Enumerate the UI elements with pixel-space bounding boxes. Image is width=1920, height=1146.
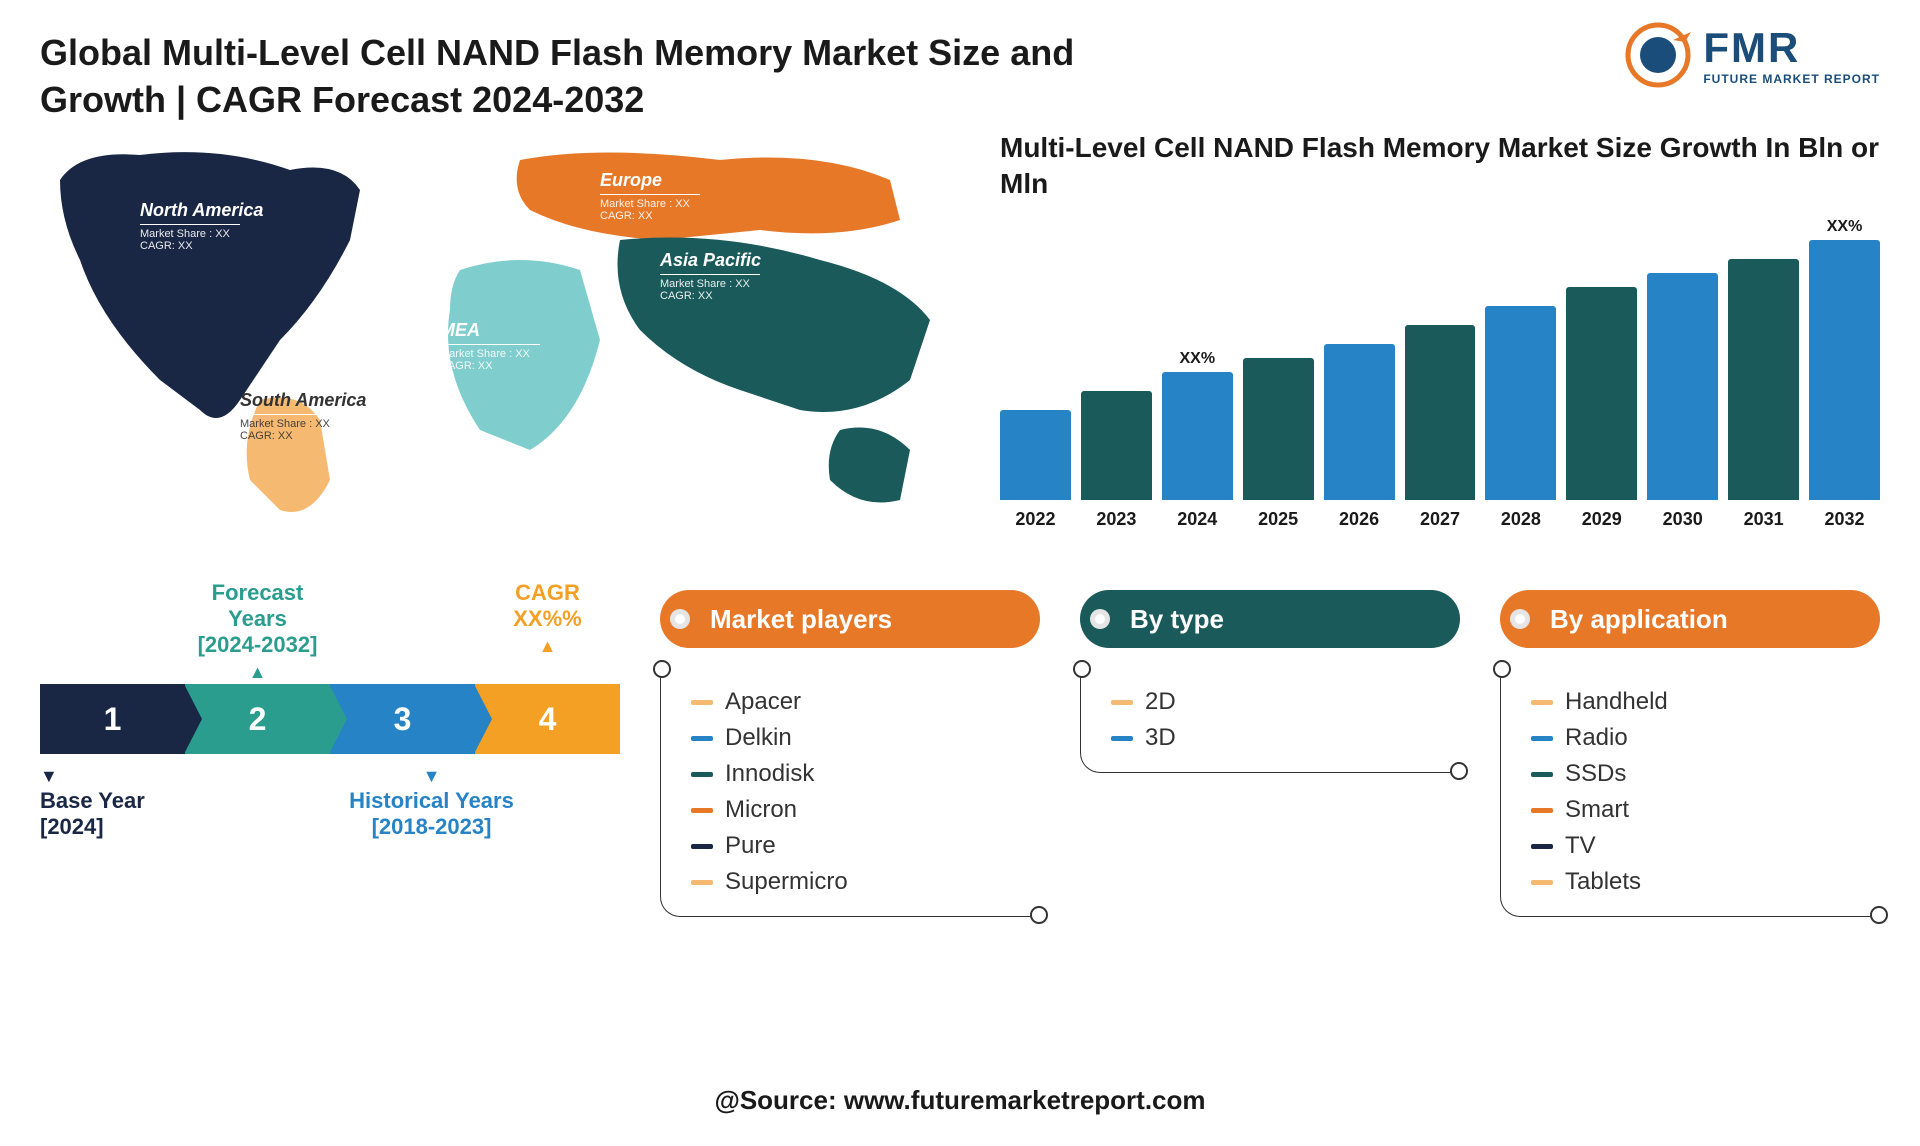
timeline: Forecast Years [2024-2032] ▲ CAGR XX%% ▲… bbox=[40, 580, 620, 840]
bar-2029: 2029 bbox=[1566, 287, 1637, 500]
arrow-up-icon: ▲ bbox=[249, 662, 267, 682]
dash-icon bbox=[1531, 736, 1553, 741]
bar-2026: 2026 bbox=[1324, 344, 1395, 500]
bar-2022: 2022 bbox=[1000, 410, 1071, 500]
section-pill: By application bbox=[1500, 590, 1880, 648]
dash-icon bbox=[691, 844, 713, 849]
dash-icon bbox=[1531, 880, 1553, 885]
bar-2030: 2030 bbox=[1647, 273, 1718, 500]
section-by-application: By application HandheldRadioSSDsSmartTVT… bbox=[1500, 590, 1880, 917]
cagr-value: XX%% bbox=[513, 606, 581, 631]
list-item: SSDs bbox=[1531, 756, 1860, 792]
bar-2031: 2031 bbox=[1728, 259, 1799, 500]
dash-icon bbox=[691, 772, 713, 777]
arrow-up-icon: ▲ bbox=[539, 636, 557, 656]
list-item: Pure bbox=[691, 828, 1020, 864]
list-item: Handheld bbox=[1531, 684, 1860, 720]
arrow-down-icon: ▼ bbox=[40, 766, 58, 786]
page-title: Global Multi-Level Cell NAND Flash Memor… bbox=[40, 30, 1140, 124]
base-year-label: Base Year bbox=[40, 788, 145, 813]
section-title: By application bbox=[1550, 604, 1728, 635]
bar-2032: XX%2032 bbox=[1809, 218, 1880, 500]
list-item: TV bbox=[1531, 828, 1860, 864]
pill-dot-icon bbox=[670, 609, 690, 629]
section-by-type: By type 2D3D bbox=[1080, 590, 1460, 773]
section-title: Market players bbox=[710, 604, 892, 635]
region-north-america: North AmericaMarket Share : XXCAGR: XX bbox=[140, 200, 263, 252]
region-mea: MEAMarket Share : XXCAGR: XX bbox=[440, 320, 540, 372]
logo-subtitle: FUTURE MARKET REPORT bbox=[1703, 72, 1880, 86]
region-south-america: South AmericaMarket Share : XXCAGR: XX bbox=[240, 390, 366, 442]
dash-icon bbox=[1111, 736, 1133, 741]
pill-dot-icon bbox=[1090, 609, 1110, 629]
timeline-segment-4: 4 bbox=[475, 684, 620, 754]
timeline-bar: 1234 bbox=[40, 684, 620, 754]
dash-icon bbox=[691, 700, 713, 705]
list-item: Smart bbox=[1531, 792, 1860, 828]
list-item: Delkin bbox=[691, 720, 1020, 756]
forecast-label: Forecast Years bbox=[212, 580, 304, 631]
list-item: 3D bbox=[1111, 720, 1440, 756]
chart-title: Multi-Level Cell NAND Flash Memory Marke… bbox=[1000, 130, 1880, 203]
bar-2023: 2023 bbox=[1081, 391, 1152, 500]
historical-range: [2018-2023] bbox=[372, 814, 492, 839]
section-pill: By type bbox=[1080, 590, 1460, 648]
dash-icon bbox=[1531, 700, 1553, 705]
dash-icon bbox=[1531, 808, 1553, 813]
list-item: 2D bbox=[1111, 684, 1440, 720]
section-list: HandheldRadioSSDsSmartTVTablets bbox=[1500, 668, 1880, 917]
timeline-segment-2: 2 bbox=[185, 684, 330, 754]
fmr-logo: FMR FUTURE MARKET REPORT bbox=[1623, 20, 1880, 90]
dash-icon bbox=[1531, 844, 1553, 849]
historical-label: Historical Years bbox=[349, 788, 514, 813]
dash-icon bbox=[691, 736, 713, 741]
arrow-down-icon: ▼ bbox=[423, 766, 441, 786]
section-market-players: Market players ApacerDelkinInnodiskMicro… bbox=[660, 590, 1040, 917]
dash-icon bbox=[691, 880, 713, 885]
timeline-segment-3: 3 bbox=[330, 684, 475, 754]
source-attribution: @Source: www.futuremarketreport.com bbox=[714, 1085, 1205, 1116]
world-map: North AmericaMarket Share : XXCAGR: XX So… bbox=[40, 140, 960, 520]
dash-icon bbox=[1111, 700, 1133, 705]
timeline-segment-1: 1 bbox=[40, 684, 185, 754]
cagr-label: CAGR bbox=[515, 580, 580, 605]
logo-text: FMR bbox=[1703, 24, 1880, 72]
list-item: Micron bbox=[691, 792, 1020, 828]
dash-icon bbox=[1531, 772, 1553, 777]
section-title: By type bbox=[1130, 604, 1224, 635]
region-asia-pacific: Asia PacificMarket Share : XXCAGR: XX bbox=[660, 250, 761, 302]
logo-globe-icon bbox=[1623, 20, 1693, 90]
bar-2024: XX%2024 bbox=[1162, 350, 1233, 500]
section-list: 2D3D bbox=[1080, 668, 1460, 773]
section-pill: Market players bbox=[660, 590, 1040, 648]
list-item: Innodisk bbox=[691, 756, 1020, 792]
bar-chart: Multi-Level Cell NAND Flash Memory Marke… bbox=[1000, 130, 1880, 530]
list-item: Supermicro bbox=[691, 864, 1020, 900]
list-item: Tablets bbox=[1531, 864, 1860, 900]
dash-icon bbox=[691, 808, 713, 813]
bar-2027: 2027 bbox=[1405, 325, 1476, 500]
region-europe: EuropeMarket Share : XXCAGR: XX bbox=[600, 170, 700, 222]
forecast-range: [2024-2032] bbox=[198, 632, 318, 657]
bar-2025: 2025 bbox=[1243, 358, 1314, 500]
pill-dot-icon bbox=[1510, 609, 1530, 629]
list-item: Apacer bbox=[691, 684, 1020, 720]
chart-bars: 20222023XX%20242025202620272028202920302… bbox=[1000, 220, 1880, 500]
bar-2028: 2028 bbox=[1485, 306, 1556, 500]
section-list: ApacerDelkinInnodiskMicronPureSupermicro bbox=[660, 668, 1040, 917]
list-item: Radio bbox=[1531, 720, 1860, 756]
base-year-range: [2024] bbox=[40, 814, 104, 839]
